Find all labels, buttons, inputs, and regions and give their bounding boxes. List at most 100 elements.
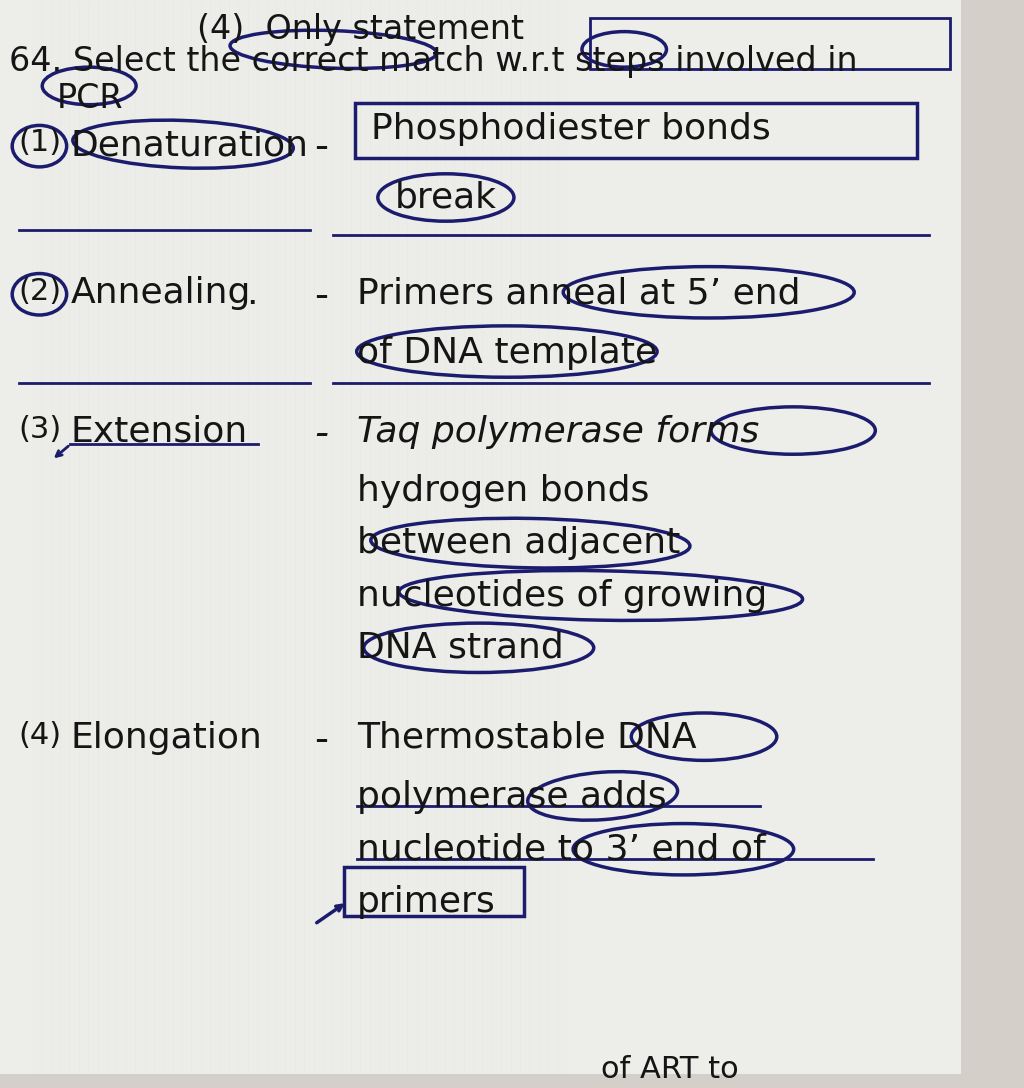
Bar — [952, 0, 962, 1075]
Bar — [398, 0, 408, 1075]
Bar — [276, 0, 286, 1075]
Bar — [266, 0, 276, 1075]
Bar — [313, 0, 323, 1075]
Bar — [942, 0, 952, 1075]
Text: (3): (3) — [18, 415, 62, 444]
Text: 64. Select the correct match w.r.t steps involved in: 64. Select the correct match w.r.t steps… — [9, 46, 858, 78]
Text: Taq polymerase forms: Taq polymerase forms — [356, 415, 759, 448]
Bar — [79, 0, 88, 1075]
Bar — [624, 0, 633, 1075]
Bar — [323, 0, 333, 1075]
Text: Elongation: Elongation — [71, 721, 262, 755]
Bar — [867, 0, 877, 1075]
Bar — [896, 0, 905, 1075]
Bar — [539, 0, 548, 1075]
Text: .: . — [246, 276, 257, 310]
Bar — [811, 0, 820, 1075]
Bar — [239, 0, 248, 1075]
Bar — [220, 0, 229, 1075]
Bar — [595, 0, 604, 1075]
Bar — [370, 0, 379, 1075]
Bar — [191, 0, 201, 1075]
Text: Extension: Extension — [71, 415, 248, 448]
Bar — [88, 0, 97, 1075]
Bar — [671, 0, 680, 1075]
Text: Primers anneal at 5’ end: Primers anneal at 5’ end — [356, 276, 800, 310]
Bar — [802, 0, 811, 1075]
Bar — [773, 0, 783, 1075]
Text: nucleotides of growing: nucleotides of growing — [356, 579, 767, 613]
Bar — [633, 0, 642, 1075]
Bar — [257, 0, 266, 1075]
Bar — [577, 0, 586, 1075]
Text: Denaturation: Denaturation — [71, 128, 308, 162]
Bar — [464, 0, 473, 1075]
Bar — [745, 0, 755, 1075]
Bar — [351, 0, 360, 1075]
Text: DNA strand: DNA strand — [356, 630, 563, 664]
Bar — [108, 0, 117, 1075]
Bar — [144, 0, 154, 1075]
Bar — [727, 0, 736, 1075]
Bar — [360, 0, 370, 1075]
Text: Phosphodiester bonds: Phosphodiester bonds — [371, 112, 770, 146]
Bar — [286, 0, 295, 1075]
Bar — [408, 0, 417, 1075]
Text: hydrogen bonds: hydrogen bonds — [356, 474, 649, 508]
Text: PCR: PCR — [56, 82, 123, 115]
Bar — [60, 0, 70, 1075]
Bar — [445, 0, 455, 1075]
Text: of DNA template: of DNA template — [356, 336, 656, 370]
Text: between adjacent: between adjacent — [356, 527, 680, 560]
Bar — [604, 0, 614, 1075]
Text: Thermostable DNA: Thermostable DNA — [356, 721, 696, 755]
Bar — [51, 0, 60, 1075]
Bar — [389, 0, 398, 1075]
Bar — [173, 0, 182, 1075]
Bar — [41, 0, 51, 1075]
Text: -: - — [314, 276, 329, 314]
Bar — [97, 0, 108, 1075]
Bar — [614, 0, 624, 1075]
Text: nucleotide to 3’ end of: nucleotide to 3’ end of — [356, 832, 766, 866]
Bar — [548, 0, 558, 1075]
Bar — [492, 0, 502, 1075]
Bar — [877, 0, 886, 1075]
Bar — [417, 0, 426, 1075]
Bar — [154, 0, 164, 1075]
Bar — [529, 0, 539, 1075]
Bar — [201, 0, 210, 1075]
Bar — [126, 0, 135, 1075]
Bar — [117, 0, 126, 1075]
Bar — [820, 0, 829, 1075]
Text: primers: primers — [356, 885, 496, 918]
Bar — [229, 0, 239, 1075]
Text: -: - — [314, 128, 329, 166]
Bar — [135, 0, 144, 1075]
Bar — [567, 0, 577, 1075]
Text: (2): (2) — [18, 276, 61, 306]
Bar — [248, 0, 257, 1075]
Bar — [642, 0, 651, 1075]
Text: Annealing: Annealing — [71, 276, 251, 310]
Text: of ART to: of ART to — [601, 1054, 738, 1084]
Text: break: break — [394, 181, 497, 214]
Text: (4)  Only statement: (4) Only statement — [198, 13, 524, 46]
Text: -: - — [314, 721, 329, 758]
Bar — [333, 0, 342, 1075]
Bar — [473, 0, 482, 1075]
Bar — [829, 0, 840, 1075]
Bar — [435, 0, 445, 1075]
Bar — [455, 0, 464, 1075]
Bar — [651, 0, 660, 1075]
Bar — [905, 0, 914, 1075]
Bar — [933, 0, 942, 1075]
Text: polymerase adds: polymerase adds — [356, 780, 667, 814]
Bar — [680, 0, 689, 1075]
Bar — [736, 0, 745, 1075]
Bar — [914, 0, 924, 1075]
Bar — [342, 0, 351, 1075]
Bar — [304, 0, 313, 1075]
Bar — [482, 0, 492, 1075]
Bar — [886, 0, 896, 1075]
